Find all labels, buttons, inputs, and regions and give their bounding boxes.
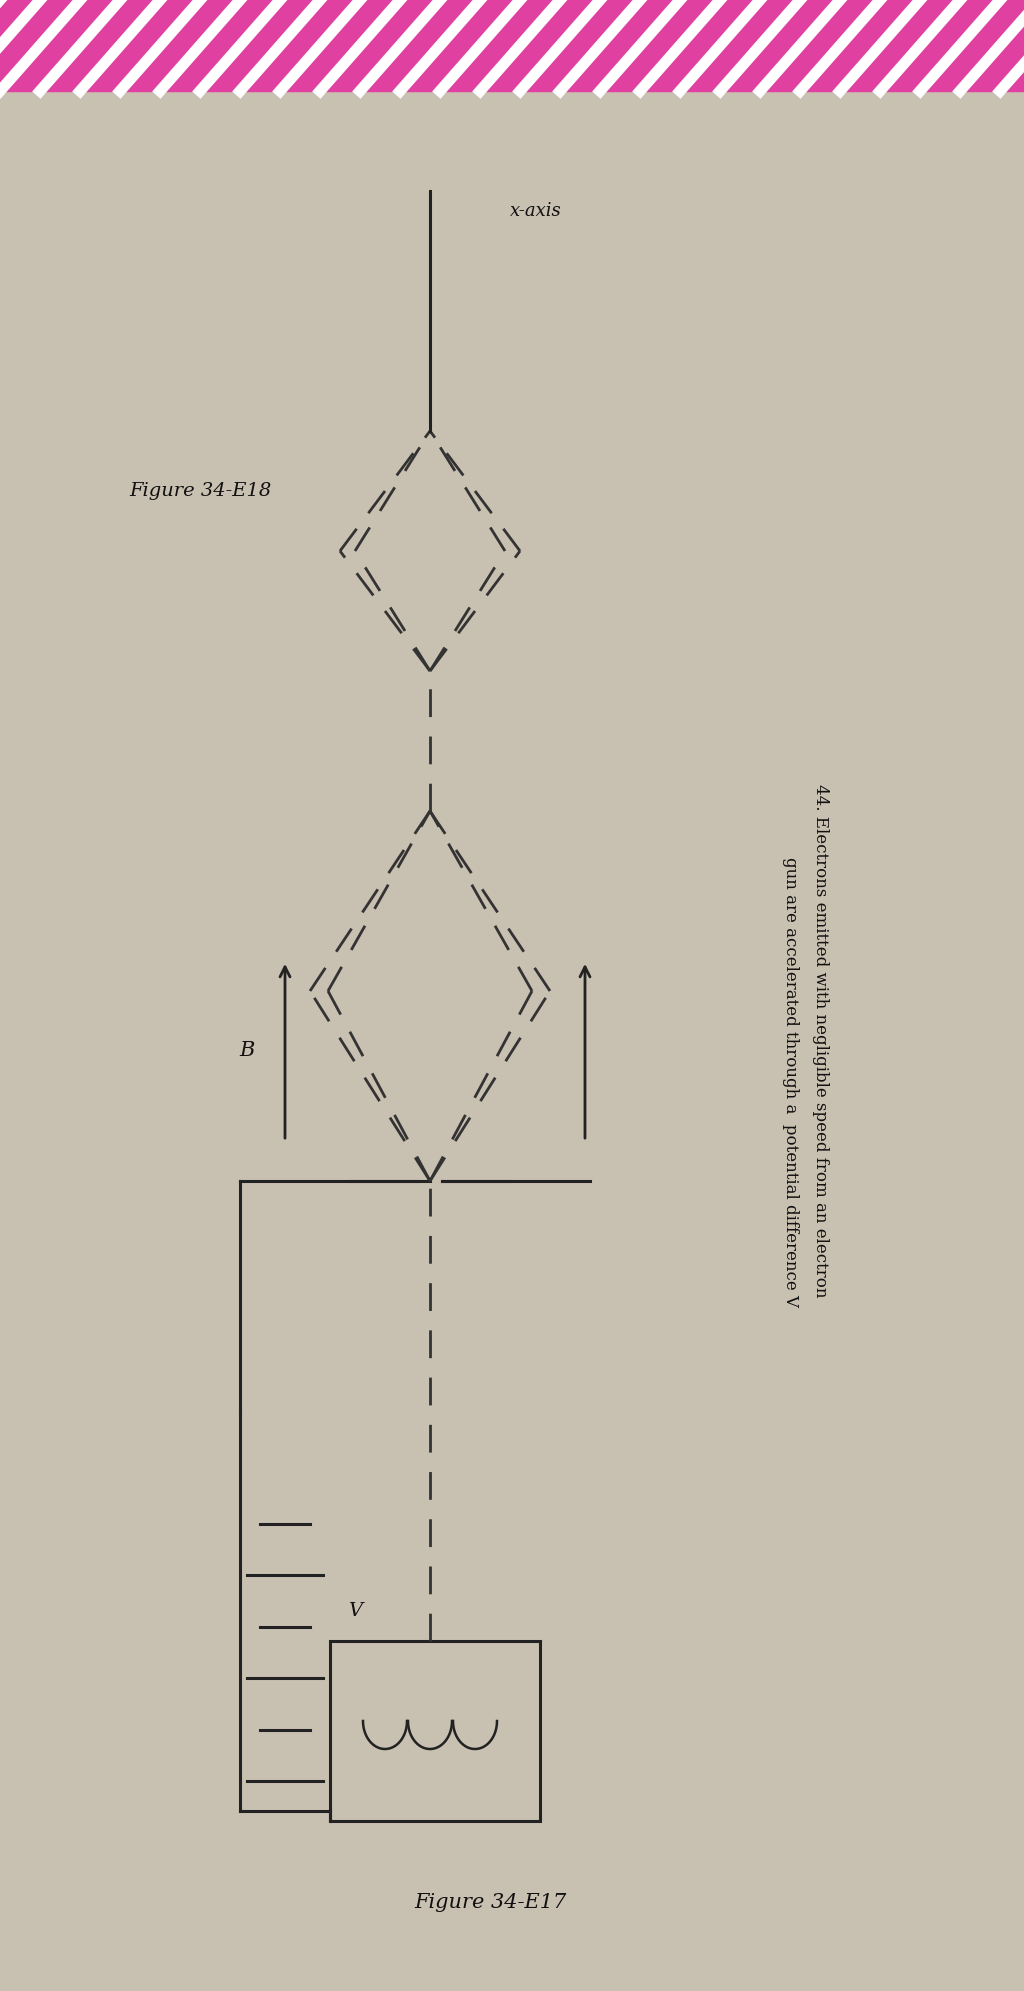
Text: 44. Electrons emitted with negligible speed from an electron: 44. Electrons emitted with negligible sp… xyxy=(811,784,828,1298)
Bar xyxy=(330,1641,540,1822)
Text: V: V xyxy=(348,1603,362,1621)
Text: B: B xyxy=(240,1041,255,1061)
Text: gun are accelerated through a  potential difference V: gun are accelerated through a potential … xyxy=(781,836,799,1306)
Text: Figure 34-E17: Figure 34-E17 xyxy=(414,1893,566,1913)
Text: Figure 34-E18: Figure 34-E18 xyxy=(129,482,271,500)
Text: x-axis: x-axis xyxy=(510,201,562,219)
Bar xyxy=(0,0,1024,92)
